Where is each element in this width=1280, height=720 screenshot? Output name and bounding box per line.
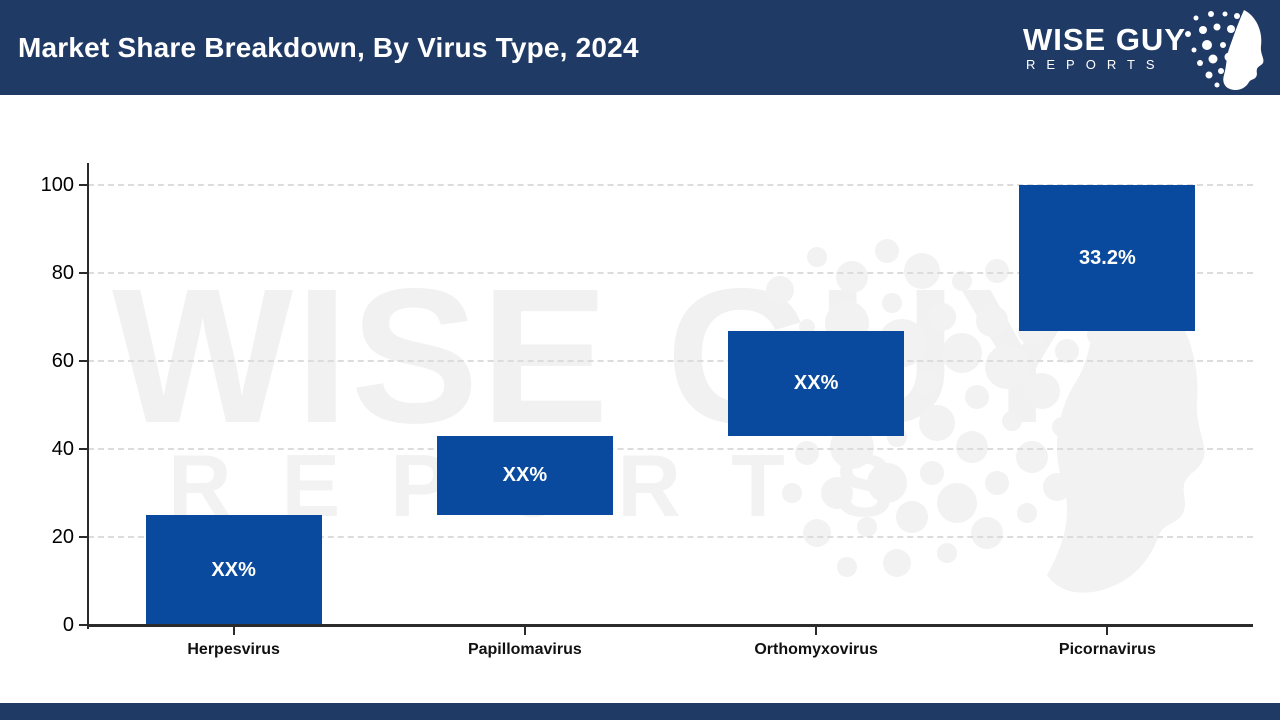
bar-value-label-3: XX% xyxy=(793,372,839,395)
logo-face-icon xyxy=(1185,9,1264,90)
x-tick-1 xyxy=(232,627,235,635)
x-category-label-1: Herpesvirus xyxy=(187,641,280,658)
y-tick-80 xyxy=(79,272,87,274)
chart-title: Market Share Breakdown, By Virus Type, 2… xyxy=(18,31,639,63)
gridline-80 xyxy=(88,272,1253,274)
bar-value-label-1: XX% xyxy=(211,559,256,581)
gridline-40 xyxy=(88,448,1253,450)
x-category-label-2: Papillomavirus xyxy=(467,641,582,658)
y-tick-label-40: 40 xyxy=(51,438,74,460)
y-tick-label-80: 80 xyxy=(51,262,74,284)
bar-herpesvirus xyxy=(145,515,322,625)
chart-area: WISE GUY REPORTS xyxy=(0,95,1280,703)
gridline-100 xyxy=(88,184,1253,186)
header-band: Market Share Breakdown, By Virus Type, 2… xyxy=(0,0,1280,95)
bar-papillomavirus xyxy=(436,435,613,515)
gridline-60 xyxy=(88,360,1253,362)
logo-text: WISE GUY REPORTS xyxy=(1023,24,1186,71)
x-tick-3 xyxy=(815,627,818,635)
bar-orthomyxovirus xyxy=(728,331,905,436)
y-tick-label-0: 0 xyxy=(62,614,74,636)
y-tick-40 xyxy=(79,448,87,450)
y-tick-0 xyxy=(79,624,87,626)
y-axis-spine xyxy=(87,163,89,629)
x-category-label-3: Orthomyxovirus xyxy=(754,641,878,658)
y-tick-label-100: 100 xyxy=(40,174,74,196)
bar-value-label-4: 33.2% xyxy=(1079,247,1136,270)
logo-wordmark: WISE GUY xyxy=(1022,22,1186,57)
x-tick-2 xyxy=(523,627,526,635)
x-category-label-4: Picornavirus xyxy=(1058,641,1156,658)
y-tick-20 xyxy=(79,536,87,538)
wise-guy-reports-logo: WISE GUY REPORTS xyxy=(1023,4,1280,92)
y-tick-60 xyxy=(79,360,87,362)
logo-subtitle: REPORTS xyxy=(1025,57,1166,72)
bar-picornavirus xyxy=(1019,185,1196,332)
y-tick-label-20: 20 xyxy=(51,526,74,548)
x-axis-spine xyxy=(87,624,1253,627)
footer-band xyxy=(0,703,1280,720)
y-tick-100 xyxy=(79,184,87,186)
watermark-face-icon xyxy=(766,239,1205,593)
x-tick-4 xyxy=(1106,627,1109,635)
bar-value-label-2: XX% xyxy=(502,464,548,487)
gridline-20 xyxy=(88,536,1253,538)
y-tick-label-60: 60 xyxy=(51,350,74,372)
